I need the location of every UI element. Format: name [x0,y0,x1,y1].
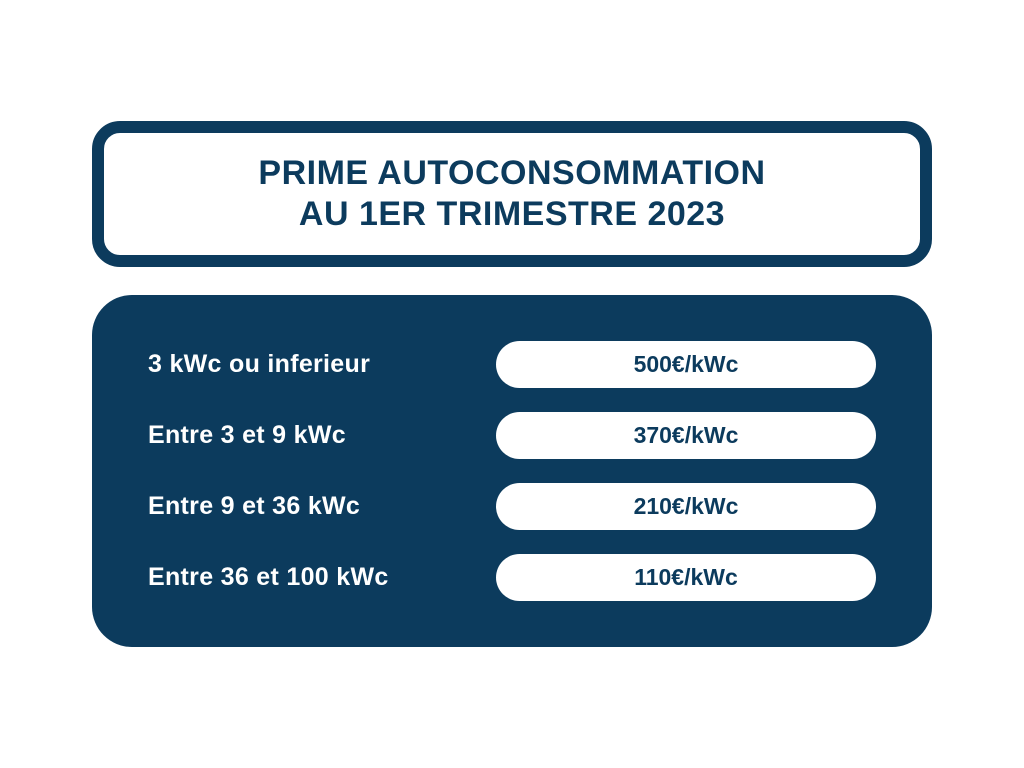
table-row: 3 kWc ou inferieur 500€/kWc [148,341,876,388]
tier-label: Entre 3 et 9 kWc [148,421,478,450]
title-line-1: PRIME AUTOCONSOMMATION [144,153,880,194]
tier-label: Entre 36 et 100 kWc [148,563,478,592]
tier-value: 500€/kWc [496,341,876,388]
tier-label: Entre 9 et 36 kWc [148,492,478,521]
tier-label: 3 kWc ou inferieur [148,350,478,379]
title-line-2: AU 1ER TRIMESTRE 2023 [144,194,880,235]
table-row: Entre 36 et 100 kWc 110€/kWc [148,554,876,601]
tier-value: 110€/kWc [496,554,876,601]
table-row: Entre 3 et 9 kWc 370€/kWc [148,412,876,459]
title-card: PRIME AUTOCONSOMMATION AU 1ER TRIMESTRE … [92,121,932,267]
tier-value: 210€/kWc [496,483,876,530]
table-row: Entre 9 et 36 kWc 210€/kWc [148,483,876,530]
tier-value: 370€/kWc [496,412,876,459]
data-card: 3 kWc ou inferieur 500€/kWc Entre 3 et 9… [92,295,932,647]
